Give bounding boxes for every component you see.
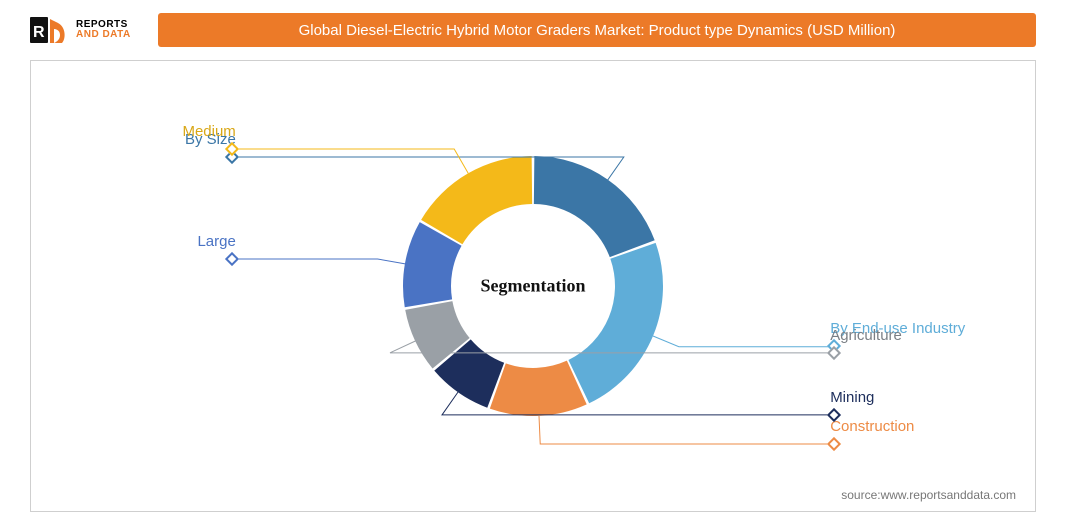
header-bar: R REPORTS AND DATA Global Diesel-Electri… [30,12,1036,48]
chart-title: Global Diesel-Electric Hybrid Motor Grad… [299,22,896,39]
donut-chart: Segmentation [393,146,673,426]
segment-label-medium: Medium [182,123,235,140]
brand-logo: R REPORTS AND DATA [30,12,150,48]
source-text: source:www.reportsanddata.com [841,488,1016,502]
leader-large [222,249,417,276]
svg-text:R: R [33,24,45,41]
segment-label-mining: Mining [830,389,874,406]
leader-by-end-use [643,326,846,359]
segment-label-large: Large [197,233,235,250]
segment-label-agriculture: Agriculture [830,327,902,344]
segment-label-construction: Construction [830,418,914,435]
logo-text-line2: AND DATA [76,30,131,40]
leader-dot-large [225,251,239,265]
title-banner: Global Diesel-Electric Hybrid Motor Grad… [158,13,1036,47]
leader-dot-construction [827,437,841,451]
chart-frame: Segmentation By SizeBy End-use IndustryC… [30,60,1036,512]
logo-mark-icon: R [30,15,70,45]
donut-segment-construction [490,361,587,416]
logo-text: REPORTS AND DATA [76,20,131,40]
donut-center-label: Segmentation [481,276,586,297]
